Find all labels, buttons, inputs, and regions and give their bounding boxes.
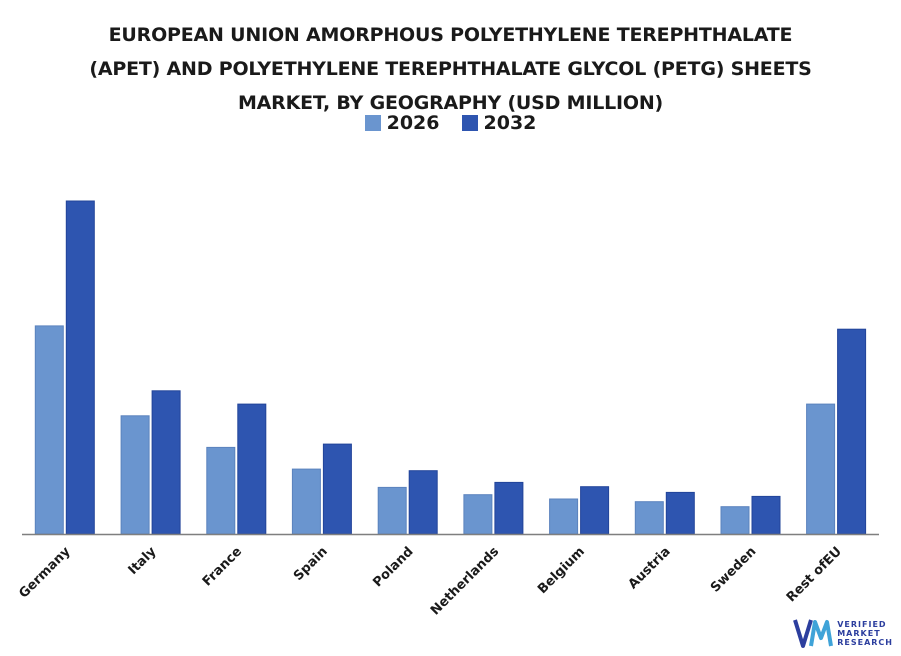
legend-item-2026: 2026: [364, 112, 440, 134]
x-tick-label: Poland: [370, 544, 416, 590]
legend-item-2032: 2032: [461, 112, 537, 134]
x-tick-label: Germany: [16, 544, 74, 602]
vmr-logo-icon: [793, 619, 834, 648]
chart-title-line-3: MARKET, BY GEOGRAPHY (USD MILLION): [237, 92, 664, 114]
x-tick-label: Spain: [291, 544, 331, 584]
bar-2026-sweden: [720, 506, 750, 535]
bar-2032-belgium: [580, 486, 610, 535]
bar-2026-spain: [291, 468, 321, 535]
x-tick-label: Italy: [126, 544, 160, 578]
legend-swatch-2026: [364, 115, 381, 131]
bar-2026-belgium: [549, 498, 579, 535]
x-tick-label: Austria: [626, 544, 674, 592]
bar-2032-sweden: [751, 495, 781, 535]
chart-title-line-1: EUROPEAN UNION AMORPHOUS POLYETHYLENE TE…: [108, 24, 793, 46]
legend: 2026 2032: [0, 112, 901, 134]
chart-title: EUROPEAN UNION AMORPHOUS POLYETHYLENE TE…: [0, 18, 901, 120]
x-tick-label: Sweden: [708, 544, 759, 595]
x-tick-label: Netherlands: [428, 544, 502, 618]
chart-title-line-2: (APET) AND POLYETHYLENE TEREPHTHALATE GL…: [89, 58, 812, 80]
bar-2026-netherlands: [463, 494, 493, 535]
legend-swatch-2032: [461, 115, 478, 131]
legend-label-2032: 2032: [483, 112, 537, 134]
bar-2032-italy: [151, 390, 181, 535]
bar-2032-austria: [665, 491, 695, 535]
bar-2026-austria: [634, 501, 664, 535]
legend-label-2026: 2026: [386, 112, 440, 134]
bar-2026-france: [206, 446, 236, 535]
x-tick-label: Belgium: [535, 544, 588, 597]
bar-2032-netherlands: [494, 481, 524, 535]
logo-text: VERIFIED MARKET RESEARCH: [837, 619, 893, 647]
bar-2026-rest-ofeu: [806, 403, 836, 535]
bar-2026-germany: [34, 325, 64, 535]
bar-2032-germany: [65, 200, 95, 535]
bar-2032-spain: [322, 443, 352, 535]
bar-2026-poland: [377, 486, 407, 535]
bar-2026-italy: [120, 415, 150, 535]
x-tick-label: France: [200, 544, 245, 589]
x-tick-label: Rest ofEU: [784, 544, 845, 605]
verified-market-research-logo: VERIFIED MARKET RESEARCH: [793, 616, 893, 650]
bar-2032-france: [237, 403, 267, 535]
bar-2032-poland: [408, 470, 438, 535]
bar-2032-rest-ofeu: [837, 328, 867, 535]
